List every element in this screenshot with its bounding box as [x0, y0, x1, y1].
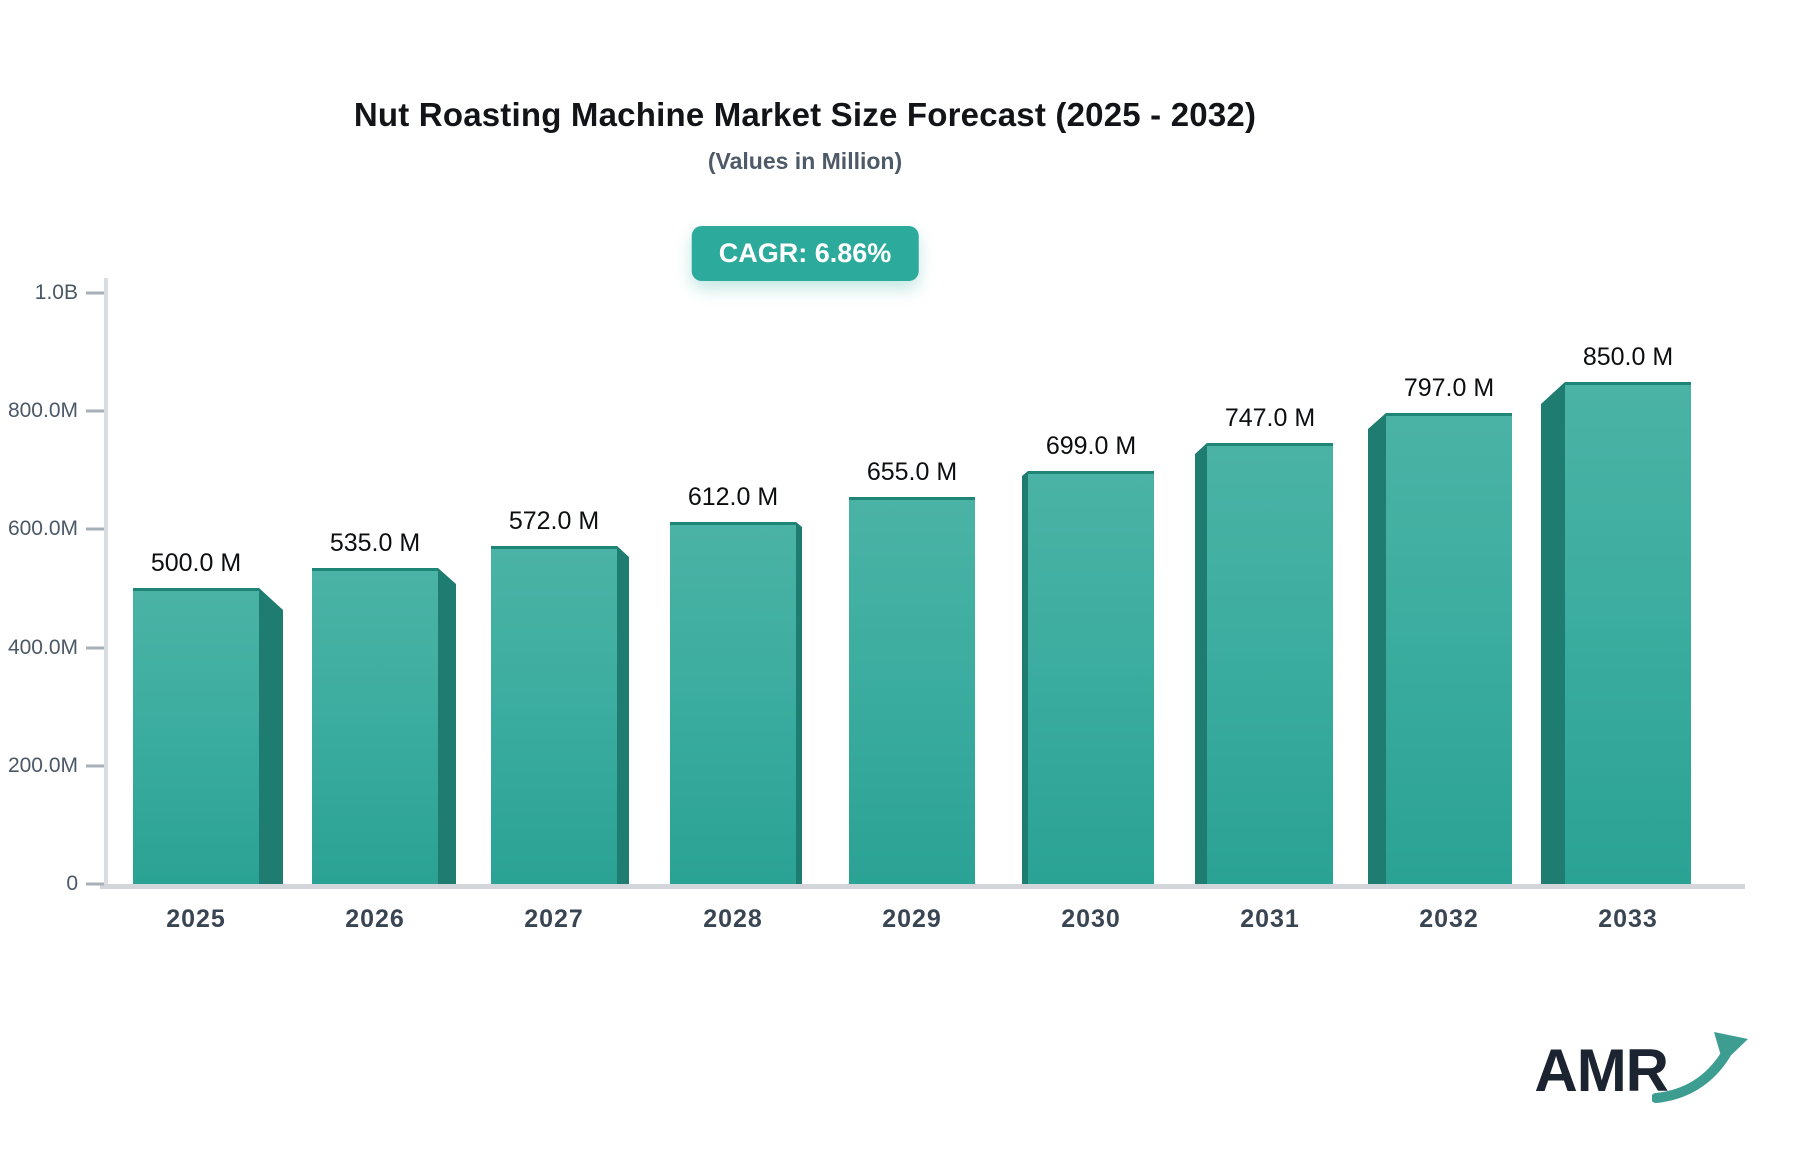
- y-tick-mark: [86, 882, 104, 886]
- bar-side-shade: [259, 588, 283, 884]
- x-tick-label-2028: 2028: [703, 905, 763, 933]
- y-tick-mark: [86, 527, 104, 531]
- brand-logo: AMR: [1534, 1032, 1752, 1108]
- bar-face: [849, 497, 975, 884]
- bar-value-label: 747.0 M: [1224, 404, 1316, 432]
- y-tick-mark: [86, 291, 104, 295]
- bar-value-label: 655.0 M: [866, 458, 958, 486]
- y-axis-line: [104, 278, 108, 886]
- x-tick-label-2027: 2027: [524, 905, 584, 933]
- y-tick-mark: [86, 764, 104, 768]
- x-tick-label-2033: 2033: [1598, 905, 1658, 933]
- bar-value-label: 572.0 M: [508, 507, 600, 535]
- y-tick-label: 0: [66, 872, 78, 895]
- bar-face: [1386, 413, 1512, 884]
- bar-side-shade: [1541, 382, 1565, 884]
- bar-value-label: 850.0 M: [1582, 343, 1674, 371]
- bar-value-label: 797.0 M: [1403, 374, 1495, 402]
- growth-arrow-icon: [1652, 1032, 1748, 1103]
- bar-side-shade: [1195, 443, 1207, 884]
- bar-value-label: 535.0 M: [329, 529, 421, 557]
- bar-2028: 612.0 M: [670, 483, 802, 884]
- chart-subtitle: (Values in Million): [707, 148, 903, 174]
- y-tick-label: 200.0M: [7, 753, 78, 777]
- bar-2031: 747.0 M: [1195, 404, 1333, 884]
- x-tick-label-2032: 2032: [1419, 905, 1479, 933]
- x-tick-label-2029: 2029: [882, 905, 942, 933]
- x-axis-baseline: [100, 884, 1745, 889]
- bar-side-shade: [796, 522, 802, 884]
- bars-plot-area: 500.0 M 535.0 M 572.0 M 612.0 M 655.0 M 699.0…: [110, 293, 1745, 884]
- bar-face: [1565, 382, 1691, 884]
- bar-side-shade: [617, 546, 629, 884]
- bar-value-label: 699.0 M: [1045, 432, 1137, 460]
- bar-side-shade: [1368, 413, 1386, 884]
- y-tick-label: 800.0M: [7, 399, 78, 423]
- y-tick-label: 1.0B: [34, 281, 78, 304]
- bar-2033: 850.0 M: [1541, 343, 1691, 884]
- bar-2026: 535.0 M: [312, 529, 456, 884]
- y-tick-label: 600.0M: [7, 517, 78, 541]
- bar-2032: 797.0 M: [1368, 374, 1512, 884]
- bar-value-label: 612.0 M: [687, 483, 779, 511]
- bar-2030: 699.0 M: [1022, 432, 1154, 884]
- y-tick-mark: [86, 646, 104, 650]
- brand-logo-text: AMR: [1534, 1036, 1669, 1104]
- cagr-badge: CAGR: 6.86%: [691, 226, 919, 281]
- bar-face: [1207, 443, 1333, 884]
- bar-2025: 500.0 M: [133, 549, 283, 884]
- bar-side-shade: [1022, 471, 1028, 884]
- bar-2027: 572.0 M: [491, 507, 629, 884]
- bar-face: [670, 522, 796, 884]
- bar-side-shade: [438, 568, 456, 884]
- x-tick-label-2030: 2030: [1061, 905, 1121, 933]
- bar-face: [491, 546, 617, 884]
- y-tick-mark: [86, 409, 104, 413]
- x-tick-label-2031: 2031: [1240, 905, 1300, 933]
- chart-title: Nut Roasting Machine Market Size Forecas…: [353, 96, 1257, 133]
- bar-face: [312, 568, 438, 884]
- x-tick-label-2026: 2026: [345, 905, 405, 933]
- bar-2029: 655.0 M: [849, 458, 975, 884]
- bar-face: [133, 588, 259, 884]
- bar-face: [1028, 471, 1154, 884]
- bar-value-label: 500.0 M: [150, 549, 242, 577]
- y-tick-label: 400.0M: [7, 635, 78, 659]
- x-tick-label-2025: 2025: [166, 905, 226, 933]
